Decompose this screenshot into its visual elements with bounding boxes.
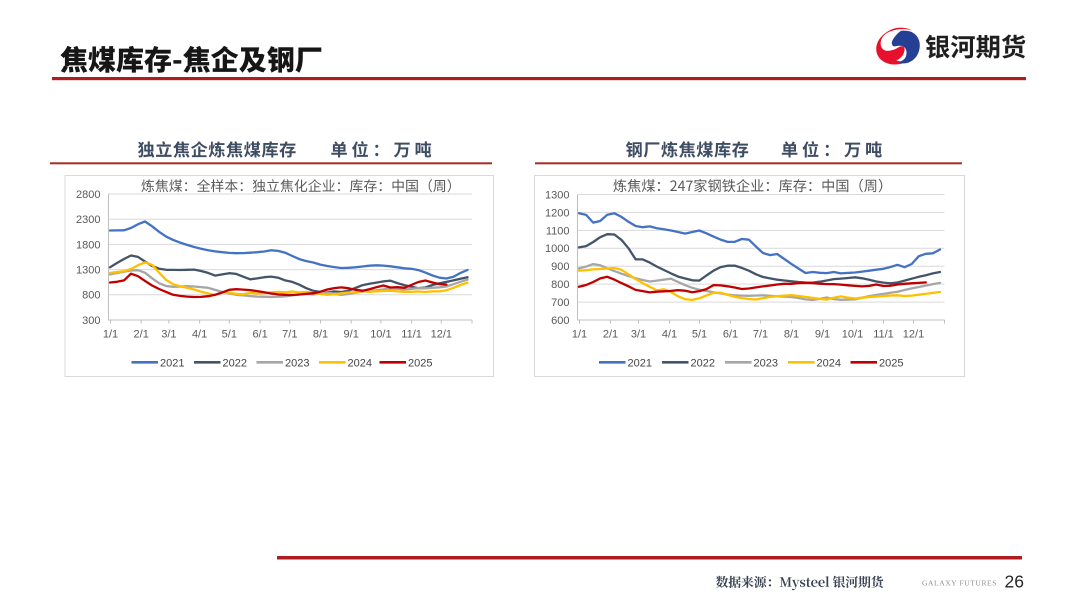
svg-text:GALAXY FUTURES: GALAXY FUTURES xyxy=(922,579,997,588)
svg-text:800: 800 xyxy=(551,279,569,291)
svg-text:900: 900 xyxy=(551,261,569,273)
svg-text:1800: 1800 xyxy=(76,239,100,251)
svg-text:7/1: 7/1 xyxy=(282,329,297,341)
svg-text:2021: 2021 xyxy=(628,357,652,369)
svg-text:2/1: 2/1 xyxy=(603,329,618,341)
svg-text:2025: 2025 xyxy=(408,357,432,369)
svg-text:1/1: 1/1 xyxy=(572,329,587,341)
svg-text:2024: 2024 xyxy=(348,357,372,369)
svg-text:7/1: 7/1 xyxy=(753,329,768,341)
svg-text:10/1: 10/1 xyxy=(842,329,863,341)
svg-text:1/1: 1/1 xyxy=(103,329,118,341)
svg-text:12/1: 12/1 xyxy=(903,329,924,341)
svg-text:300: 300 xyxy=(82,315,100,327)
svg-text:5/1: 5/1 xyxy=(222,329,237,341)
svg-text:700: 700 xyxy=(551,297,569,309)
svg-text:3/1: 3/1 xyxy=(631,329,646,341)
svg-text:1200: 1200 xyxy=(545,207,569,219)
svg-text:10/1: 10/1 xyxy=(370,329,391,341)
svg-text:2300: 2300 xyxy=(76,214,100,226)
svg-text:26: 26 xyxy=(1005,572,1024,592)
svg-text:2022: 2022 xyxy=(691,357,715,369)
svg-text:1300: 1300 xyxy=(545,189,569,201)
svg-text:2/1: 2/1 xyxy=(134,329,149,341)
svg-text:1100: 1100 xyxy=(546,225,570,237)
svg-text:800: 800 xyxy=(82,290,100,302)
svg-text:2022: 2022 xyxy=(223,357,247,369)
svg-text:1000: 1000 xyxy=(545,243,569,255)
svg-text:12/1: 12/1 xyxy=(431,329,452,341)
svg-text:2800: 2800 xyxy=(76,189,100,201)
svg-text:2023: 2023 xyxy=(754,357,778,369)
svg-text:9/1: 9/1 xyxy=(344,329,359,341)
svg-text:4/1: 4/1 xyxy=(192,329,207,341)
svg-text:5/1: 5/1 xyxy=(692,329,707,341)
svg-text:2023: 2023 xyxy=(285,357,309,369)
svg-text:2021: 2021 xyxy=(160,357,184,369)
svg-text:4/1: 4/1 xyxy=(662,329,677,341)
svg-text:2025: 2025 xyxy=(879,357,903,369)
svg-text:1300: 1300 xyxy=(76,265,100,277)
svg-text:9/1: 9/1 xyxy=(815,329,830,341)
svg-text:2024: 2024 xyxy=(817,357,841,369)
svg-text:6/1: 6/1 xyxy=(252,329,267,341)
svg-text:6/1: 6/1 xyxy=(723,329,738,341)
svg-text:600: 600 xyxy=(551,315,569,327)
svg-text:3/1: 3/1 xyxy=(161,329,176,341)
svg-text:11/1: 11/1 xyxy=(401,329,422,341)
svg-text:8/1: 8/1 xyxy=(313,329,328,341)
svg-text:8/1: 8/1 xyxy=(784,329,799,341)
svg-text:11/1: 11/1 xyxy=(873,329,894,341)
